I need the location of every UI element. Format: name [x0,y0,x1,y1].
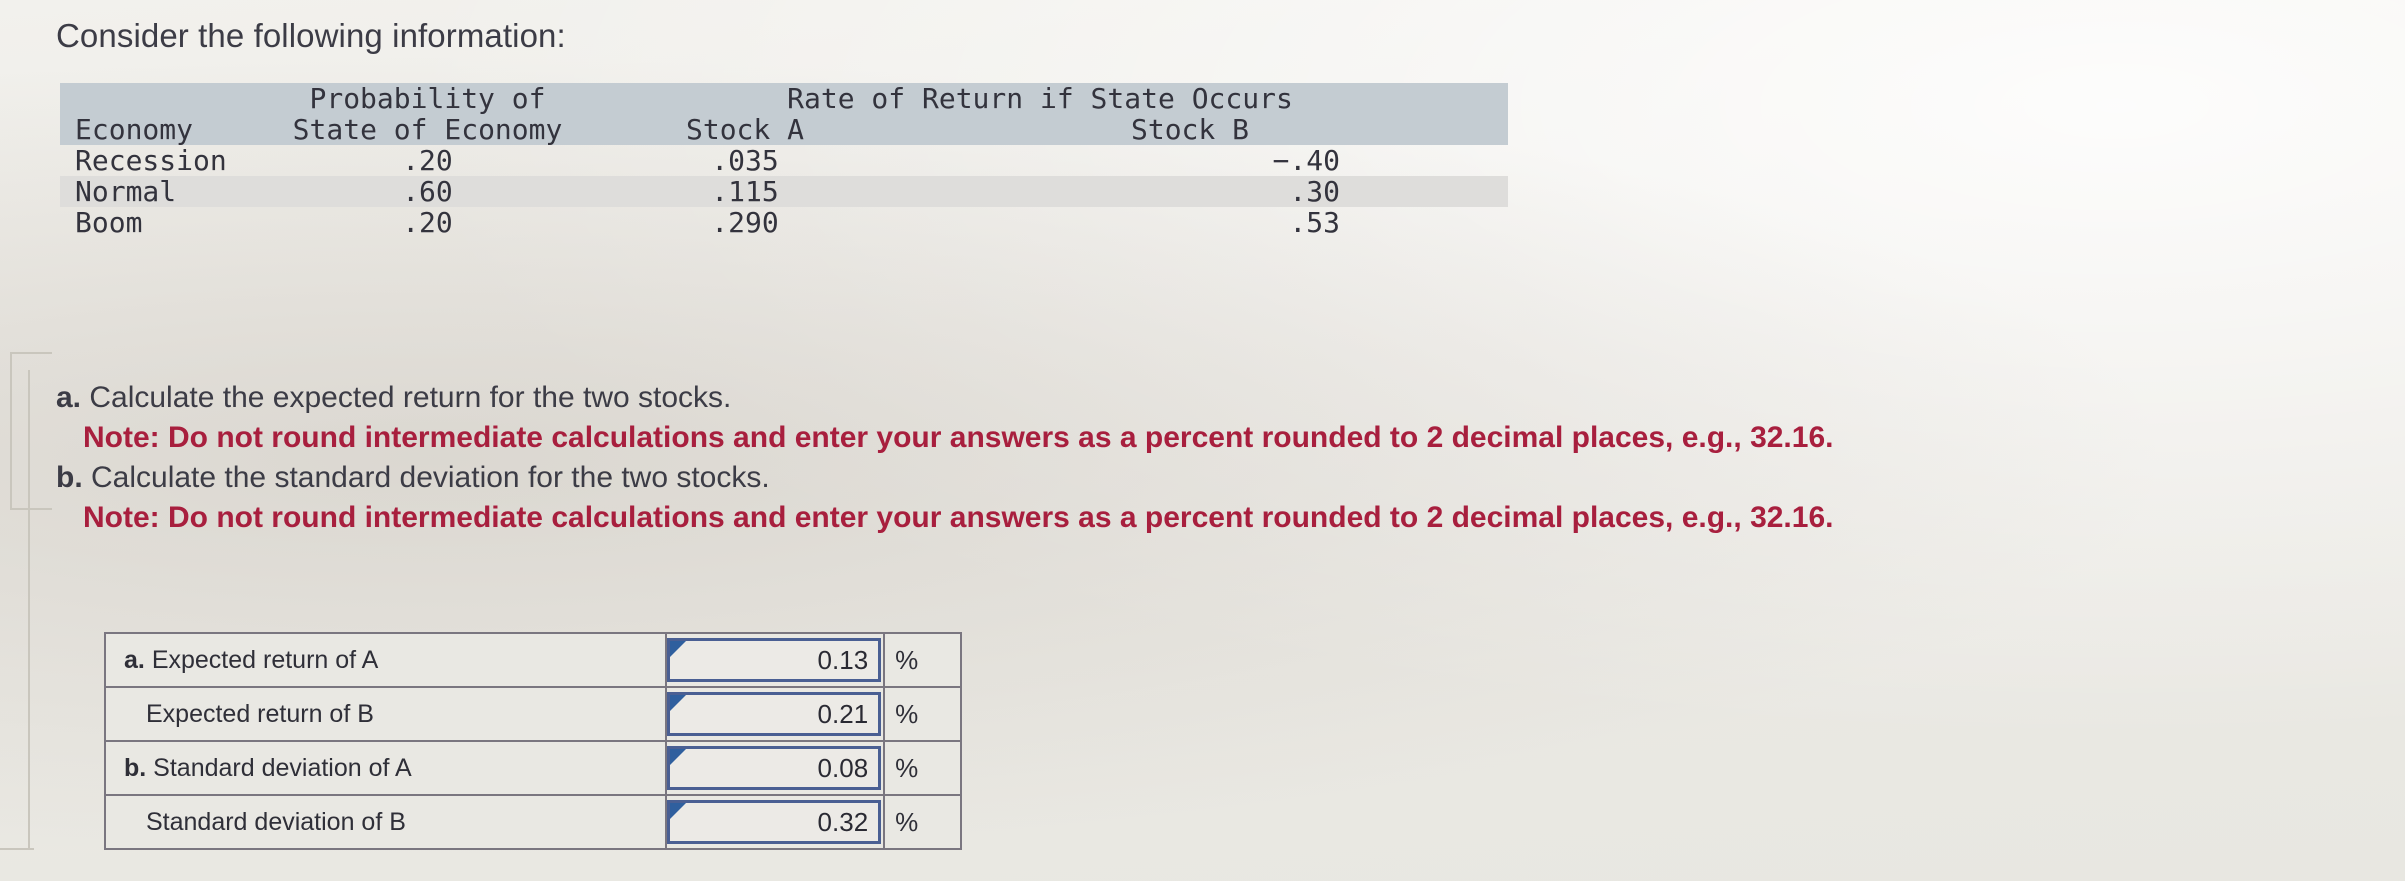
cell-probability: .60 [402,175,453,208]
answer-field-cell: 0.21 [665,686,885,742]
answer-field-cell: 0.13 [665,632,885,688]
pennant-marker-icon [669,695,686,711]
question-b-label: b. [56,461,91,494]
cell-economy: Boom [75,206,143,239]
question-a-note: Note: Do not round intermediate calculat… [83,421,1834,454]
scenario-table-header: Probability of Rate of Return if State O… [60,82,1508,146]
cell-stock-b: .30 [1289,175,1340,208]
cell-economy: Recession [75,144,227,177]
cell-stock-a: .115 [711,175,779,208]
header-stock-b: Stock B [1130,113,1249,146]
header-stock-a: Stock A [685,113,804,146]
standard-deviation-a-value: 0.08 [817,752,869,783]
scenario-data-table: Probability of Rate of Return if State O… [60,82,1508,239]
scenario-header-row-2: Economy State of Economy Stock A Stock B [60,113,1508,146]
question-a: a. Calculate the expected return for the… [56,381,731,415]
cell-stock-a: .035 [711,144,779,177]
answer-label-standard-deviation-b: Standard deviation of B [104,794,667,850]
cell-probability: .20 [402,206,453,239]
question-a-label: a. [56,381,90,414]
answer-row-expected-return-a: a. Expected return of A 0.13 % [104,632,962,688]
answer-field-cell: 0.32 [665,794,885,850]
cell-stock-b: −.40 [1272,144,1340,177]
expected-return-b-input[interactable]: 0.21 [666,692,882,736]
answer-label-prefix: a. [124,645,145,674]
header-probability-line1: Probability of [309,82,546,115]
answer-field-cell: 0.08 [665,740,885,796]
answer-label-prefix: b. [124,753,147,782]
answer-label-text: Standard deviation of A [153,753,412,782]
answer-label-expected-return-b: Expected return of B [104,686,667,742]
ghost-border-horizontal-mid [10,508,52,510]
answer-label-text: Expected return of B [146,699,374,728]
ghost-border-vertical-left [10,352,12,510]
unit-expected-return-a: % [883,632,962,688]
header-economy: Economy [75,113,194,146]
answer-label-expected-return-a: a. Expected return of A [104,632,667,688]
answer-label-text: Standard deviation of B [146,807,406,836]
answer-label-standard-deviation-a: b. Standard deviation of A [104,740,667,796]
answer-row-standard-deviation-a: b. Standard deviation of A 0.08 % [104,740,962,796]
answer-entry-table: a. Expected return of A 0.13 % Expected … [104,632,962,850]
expected-return-a-input[interactable]: 0.13 [666,638,882,682]
answer-label-text: Expected return of A [151,645,379,674]
table-row: Recession .20 .035 −.40 [60,144,1508,177]
answer-row-standard-deviation-b: Standard deviation of B 0.32 % [104,794,962,850]
ghost-border-horizontal-bottom [0,848,34,850]
pennant-marker-icon [669,641,686,657]
table-row: Boom .20 .290 .53 [60,206,1508,239]
header-probability-line2: State of Economy [292,113,563,146]
question-b-text: Calculate the standard deviation for the… [91,461,770,494]
standard-deviation-b-value: 0.32 [817,806,869,837]
ghost-border-vertical-inner [28,370,30,850]
cell-economy: Normal [75,175,177,208]
cell-probability: .20 [402,144,453,177]
answer-row-expected-return-b: Expected return of B 0.21 % [104,686,962,742]
expected-return-b-value: 0.21 [817,698,869,729]
unit-standard-deviation-a: % [883,740,962,796]
expected-return-a-value: 0.13 [817,644,869,675]
standard-deviation-b-input[interactable]: 0.32 [666,800,882,844]
question-b-note: Note: Do not round intermediate calculat… [83,501,1834,534]
unit-standard-deviation-b: % [883,794,962,850]
pennant-marker-icon [669,803,686,819]
ghost-border-horizontal-top [10,352,52,354]
header-rate-of-return-group: Rate of Return if State Occurs [787,82,1293,115]
question-a-text: Calculate the expected return for the tw… [89,381,732,414]
page-title: Consider the following information: [56,17,566,54]
standard-deviation-a-input[interactable]: 0.08 [666,746,882,790]
pennant-marker-icon [669,749,686,765]
scenario-header-row-1: Probability of Rate of Return if State O… [60,82,1508,115]
unit-expected-return-b: % [883,686,962,742]
question-b: b. Calculate the standard deviation for … [56,461,770,495]
cell-stock-b: .53 [1289,206,1340,239]
cell-stock-a: .290 [711,206,779,239]
table-row: Normal .60 .115 .30 [60,175,1508,208]
